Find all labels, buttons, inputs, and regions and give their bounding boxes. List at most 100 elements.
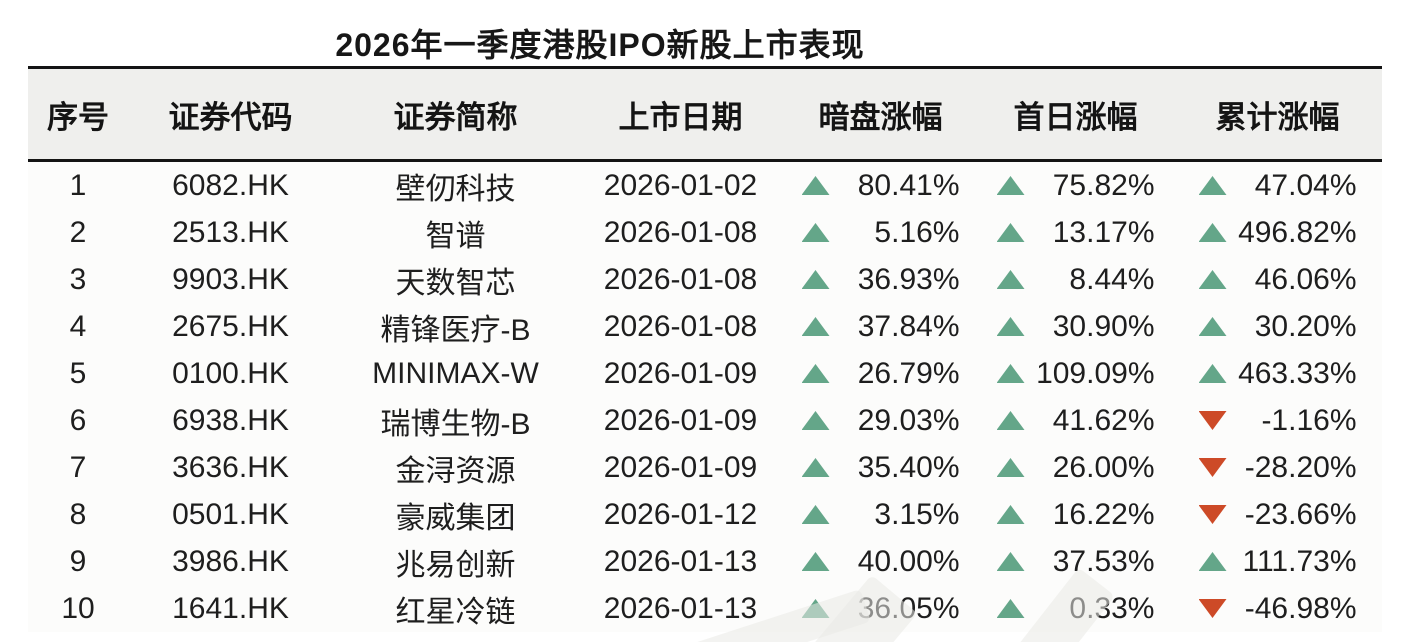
cell-cumulative-gain: 496.82% [1173, 216, 1382, 250]
cell-index: 6 [69, 403, 87, 437]
cell-first-day-gain: 13.17% [978, 216, 1173, 250]
cell-cumulative-gain: 111.73% [1173, 545, 1382, 579]
cell-cumulative-gain: 463.33% [1173, 357, 1382, 391]
gain-value: 35.40% [857, 450, 960, 484]
cell-listing-date: 2026-01-09 [603, 356, 758, 390]
cell-index: 10 [61, 591, 95, 625]
cell-name: 豪威集团 [395, 501, 516, 535]
cell-grey-market-gain: 3.15% [783, 498, 978, 532]
table-row: 5 0100.HK MINIMAX-W 2026-01-09 26.79% 10… [28, 350, 1382, 397]
up-triangle-icon [1198, 223, 1227, 242]
up-triangle-icon [996, 411, 1025, 430]
gain-value: 75.82% [1052, 168, 1155, 202]
top-rule [28, 66, 1382, 69]
cell-ticker: 2675.HK [172, 309, 289, 343]
up-triangle-icon [801, 505, 830, 524]
cell-index: 2 [69, 215, 87, 249]
up-triangle-icon [996, 270, 1025, 289]
cell-ticker: 3636.HK [172, 450, 289, 484]
up-triangle-icon [996, 552, 1025, 571]
cell-grey-market-gain: 26.79% [783, 357, 978, 391]
gain-value: 8.44% [1069, 262, 1155, 296]
up-triangle-icon [801, 176, 830, 195]
up-triangle-icon [801, 364, 830, 383]
up-triangle-icon [801, 223, 830, 242]
up-triangle-icon [996, 364, 1025, 383]
cell-name: 金浔资源 [395, 454, 516, 488]
cell-cumulative-gain: -1.16% [1173, 404, 1382, 438]
cell-cumulative-gain: -46.98% [1173, 592, 1382, 626]
cell-ticker: 0100.HK [172, 356, 289, 390]
table-row: 10 1641.HK 红星冷链 2026-01-13 36.05% 0.33% … [28, 585, 1382, 632]
cell-name: 瑞博生物-B [380, 407, 531, 441]
gain-value: 5.16% [874, 215, 960, 249]
gain-value: -1.16% [1261, 403, 1357, 437]
cell-first-day-gain: 16.22% [978, 498, 1173, 532]
down-triangle-icon [1198, 458, 1227, 477]
gain-value: 41.62% [1052, 403, 1155, 437]
up-triangle-icon [1198, 270, 1227, 289]
gain-value: -23.66% [1244, 497, 1357, 531]
cell-first-day-gain: 109.09% [978, 357, 1173, 391]
cell-listing-date: 2026-01-08 [603, 309, 758, 343]
up-triangle-icon [801, 317, 830, 336]
cell-first-day-gain: 8.44% [978, 263, 1173, 297]
cell-ticker: 6082.HK [172, 168, 289, 202]
gain-value: 3.15% [874, 497, 960, 531]
table-row: 6 6938.HK 瑞博生物-B 2026-01-09 29.03% 41.62… [28, 397, 1382, 444]
down-triangle-icon [1198, 411, 1227, 430]
table-row: 9 3986.HK 兆易创新 2026-01-13 40.00% 37.53% … [28, 538, 1382, 585]
cell-listing-date: 2026-01-13 [603, 544, 758, 578]
cell-index: 7 [69, 450, 87, 484]
gain-value: 463.33% [1238, 356, 1357, 390]
cell-listing-date: 2026-01-09 [603, 403, 758, 437]
cell-name: 壁仞科技 [395, 172, 516, 206]
cell-index: 1 [69, 168, 87, 202]
cell-cumulative-gain: 46.06% [1173, 263, 1382, 297]
cell-first-day-gain: 75.82% [978, 169, 1173, 203]
up-triangle-icon [801, 270, 830, 289]
cell-first-day-gain: 26.00% [978, 451, 1173, 485]
gain-value: 29.03% [857, 403, 960, 437]
gain-value: 109.09% [1036, 356, 1155, 390]
gain-value: 40.00% [857, 544, 960, 578]
gain-value: 111.73% [1242, 544, 1357, 578]
cell-grey-market-gain: 37.84% [783, 310, 978, 344]
gain-value: 80.41% [857, 168, 960, 202]
gain-value: -28.20% [1244, 450, 1357, 484]
up-triangle-icon [801, 411, 830, 430]
cell-first-day-gain: 37.53% [978, 545, 1173, 579]
header-name: 证券简称 [393, 99, 518, 135]
cell-index: 3 [69, 262, 87, 296]
cell-cumulative-gain: 30.20% [1173, 310, 1382, 344]
gain-value: 46.06% [1254, 262, 1357, 296]
table-body: 1 6082.HK 壁仞科技 2026-01-02 80.41% 75.82% … [28, 162, 1382, 632]
up-triangle-icon [996, 176, 1025, 195]
cell-index: 5 [69, 356, 87, 390]
cell-name: 精锋医疗-B [380, 313, 531, 347]
cell-listing-date: 2026-01-02 [603, 168, 758, 202]
up-triangle-icon [1198, 552, 1227, 571]
cell-index: 4 [69, 309, 87, 343]
table-row: 3 9903.HK 天数智芯 2026-01-08 36.93% 8.44% 4… [28, 256, 1382, 303]
header-index: 序号 [47, 99, 109, 135]
header-first-day-gain: 首日涨幅 [1013, 99, 1138, 135]
cell-first-day-gain: 30.90% [978, 310, 1173, 344]
cell-ticker: 0501.HK [172, 497, 289, 531]
up-triangle-icon [996, 599, 1025, 618]
cell-grey-market-gain: 80.41% [783, 169, 978, 203]
cell-name: 兆易创新 [395, 548, 516, 582]
table-row: 1 6082.HK 壁仞科技 2026-01-02 80.41% 75.82% … [28, 162, 1382, 209]
gain-value: 13.17% [1052, 215, 1155, 249]
up-triangle-icon [1198, 364, 1227, 383]
cell-ticker: 1641.HK [172, 591, 289, 625]
cell-listing-date: 2026-01-08 [603, 215, 758, 249]
cell-grey-market-gain: 29.03% [783, 404, 978, 438]
gain-value: 47.04% [1254, 168, 1357, 202]
gain-value: -46.98% [1244, 591, 1357, 625]
page-title: 2026年一季度港股IPO新股上市表现 [335, 27, 865, 63]
down-triangle-icon [1198, 505, 1227, 524]
gain-value: 16.22% [1052, 497, 1155, 531]
gain-value: 26.79% [857, 356, 960, 390]
